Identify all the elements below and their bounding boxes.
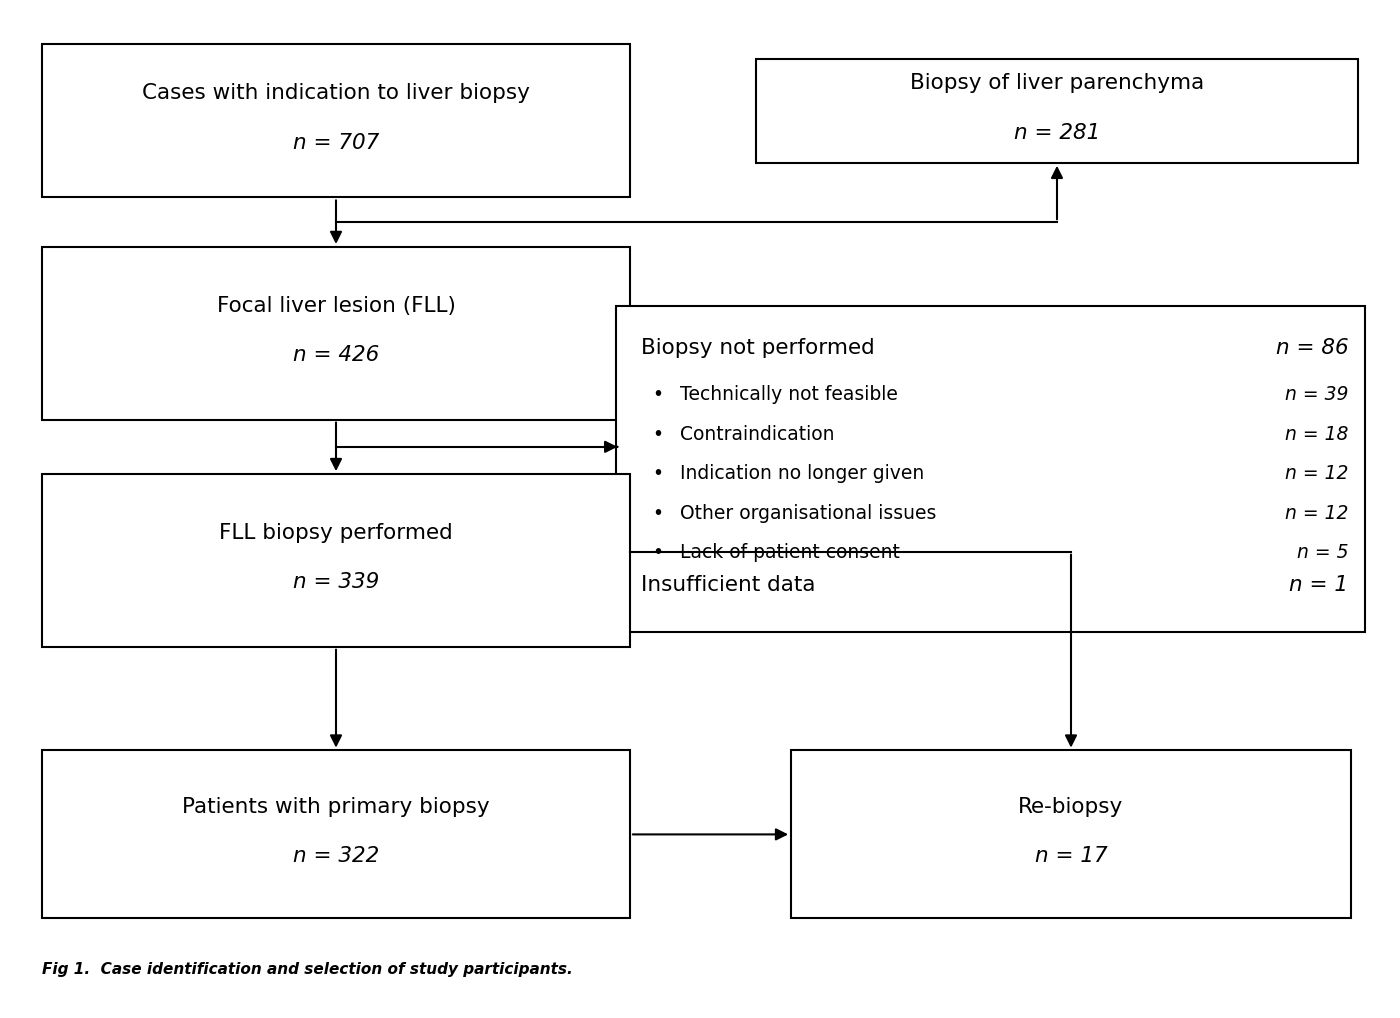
Text: FLL biopsy performed: FLL biopsy performed (220, 522, 452, 543)
Text: •: • (652, 425, 664, 444)
Text: Fig 1.  Case identification and selection of study participants.: Fig 1. Case identification and selection… (42, 962, 573, 977)
FancyBboxPatch shape (42, 45, 630, 197)
Text: n = 339: n = 339 (293, 572, 379, 592)
Text: n = 12: n = 12 (1285, 504, 1348, 523)
Text: Technically not feasible: Technically not feasible (680, 386, 899, 404)
Text: Patients with primary biopsy: Patients with primary biopsy (182, 797, 490, 816)
Text: Biopsy not performed: Biopsy not performed (641, 338, 875, 357)
Text: n = 86: n = 86 (1275, 338, 1348, 357)
Text: •: • (652, 386, 664, 404)
Text: n = 12: n = 12 (1285, 464, 1348, 484)
Text: n = 18: n = 18 (1285, 425, 1348, 444)
Text: Re-biopsy: Re-biopsy (1018, 797, 1124, 816)
Text: Biopsy of liver parenchyma: Biopsy of liver parenchyma (910, 73, 1204, 94)
Text: Focal liver lesion (FLL): Focal liver lesion (FLL) (217, 295, 455, 316)
Text: n = 17: n = 17 (1035, 846, 1107, 866)
Text: n = 5: n = 5 (1296, 544, 1348, 563)
Text: Indication no longer given: Indication no longer given (680, 464, 924, 484)
FancyBboxPatch shape (791, 750, 1351, 918)
FancyBboxPatch shape (42, 474, 630, 646)
FancyBboxPatch shape (756, 59, 1358, 163)
Text: n = 39: n = 39 (1285, 386, 1348, 404)
Text: Other organisational issues: Other organisational issues (680, 504, 937, 523)
Text: •: • (652, 544, 664, 563)
Text: Contraindication: Contraindication (680, 425, 834, 444)
Text: •: • (652, 464, 664, 484)
Text: n = 707: n = 707 (293, 132, 379, 153)
Text: •: • (652, 504, 664, 523)
Text: n = 426: n = 426 (293, 345, 379, 365)
Text: n = 322: n = 322 (293, 846, 379, 866)
Text: Cases with indication to liver biopsy: Cases with indication to liver biopsy (141, 83, 531, 103)
Text: n = 1: n = 1 (1289, 574, 1348, 595)
Text: n = 281: n = 281 (1014, 123, 1100, 143)
FancyBboxPatch shape (42, 247, 630, 419)
Text: Insufficient data: Insufficient data (641, 574, 816, 595)
Text: Lack of patient consent: Lack of patient consent (680, 544, 900, 563)
FancyBboxPatch shape (42, 750, 630, 918)
FancyBboxPatch shape (616, 306, 1365, 632)
